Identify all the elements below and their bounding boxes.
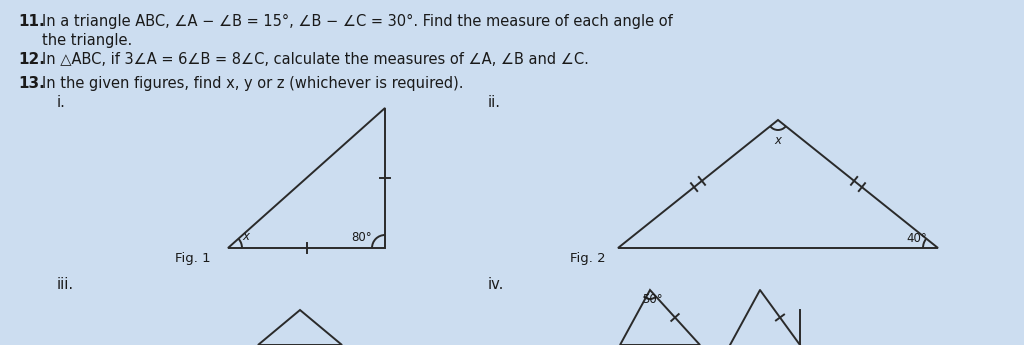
- Text: x: x: [774, 134, 781, 147]
- Text: 40°: 40°: [906, 232, 927, 245]
- Text: iv.: iv.: [488, 277, 505, 292]
- Text: In △ABC, if 3∠A = 6∠B = 8∠C, calculate the measures of ∠A, ∠B and ∠C.: In △ABC, if 3∠A = 6∠B = 8∠C, calculate t…: [42, 52, 589, 67]
- Text: 13.: 13.: [18, 76, 45, 91]
- Text: 11.: 11.: [18, 14, 45, 29]
- Text: In the given figures, find x, y or z (whichever is required).: In the given figures, find x, y or z (wh…: [42, 76, 464, 91]
- Text: the triangle.: the triangle.: [42, 33, 132, 48]
- Text: 80°: 80°: [351, 231, 372, 244]
- Text: 12.: 12.: [18, 52, 45, 67]
- Text: ii.: ii.: [488, 95, 501, 110]
- Text: Fig. 1: Fig. 1: [175, 252, 211, 265]
- Text: Fig. 2: Fig. 2: [570, 252, 605, 265]
- Text: In a triangle ABC, ∠A − ∠B = 15°, ∠B − ∠C = 30°. Find the measure of each angle : In a triangle ABC, ∠A − ∠B = 15°, ∠B − ∠…: [42, 14, 673, 29]
- Text: x: x: [242, 230, 249, 243]
- Text: i.: i.: [57, 95, 66, 110]
- Text: iii.: iii.: [57, 277, 74, 292]
- Text: 50°: 50°: [642, 293, 663, 306]
